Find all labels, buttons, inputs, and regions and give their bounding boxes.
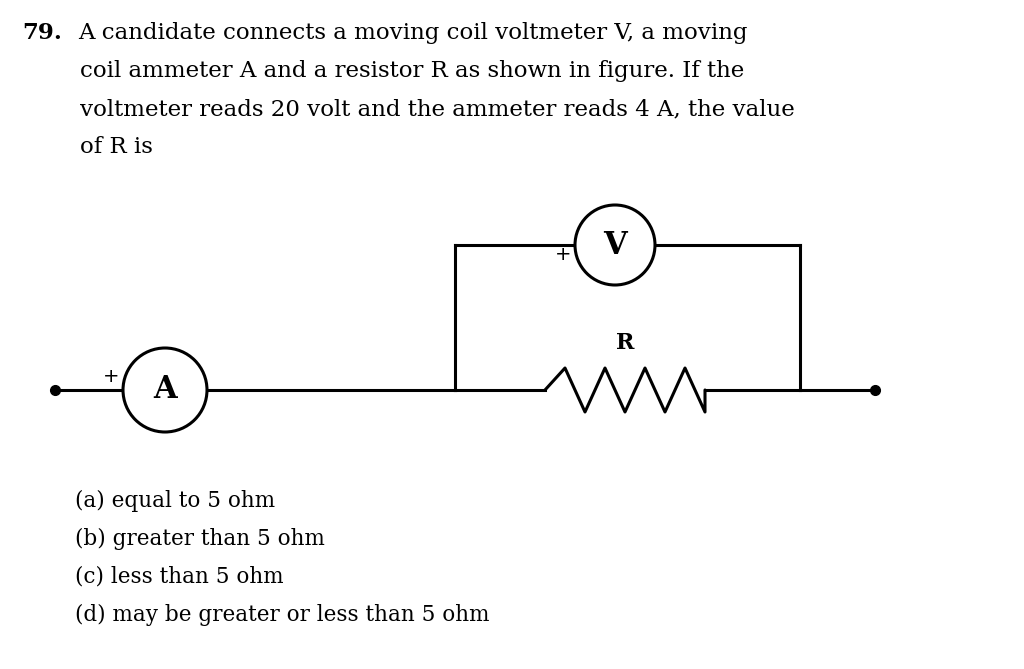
Text: (d) may be greater or less than 5 ohm: (d) may be greater or less than 5 ohm bbox=[75, 604, 489, 626]
Text: A candidate connects a moving coil voltmeter V, a moving: A candidate connects a moving coil voltm… bbox=[78, 22, 748, 44]
Text: of R is: of R is bbox=[80, 136, 153, 158]
Text: +: + bbox=[102, 367, 119, 385]
Text: +: + bbox=[555, 246, 571, 264]
Circle shape bbox=[123, 348, 207, 432]
Text: R: R bbox=[615, 332, 634, 354]
Text: voltmeter reads 20 volt and the ammeter reads 4 A, the value: voltmeter reads 20 volt and the ammeter … bbox=[80, 98, 795, 120]
Text: (a) equal to 5 ohm: (a) equal to 5 ohm bbox=[75, 490, 275, 512]
Circle shape bbox=[575, 205, 655, 285]
Text: (c) less than 5 ohm: (c) less than 5 ohm bbox=[75, 566, 284, 588]
Text: V: V bbox=[603, 229, 627, 260]
Text: A: A bbox=[154, 375, 177, 405]
Text: coil ammeter A and a resistor R as shown in figure. If the: coil ammeter A and a resistor R as shown… bbox=[80, 60, 744, 82]
Text: (b) greater than 5 ohm: (b) greater than 5 ohm bbox=[75, 528, 325, 550]
Text: 79.: 79. bbox=[22, 22, 61, 44]
